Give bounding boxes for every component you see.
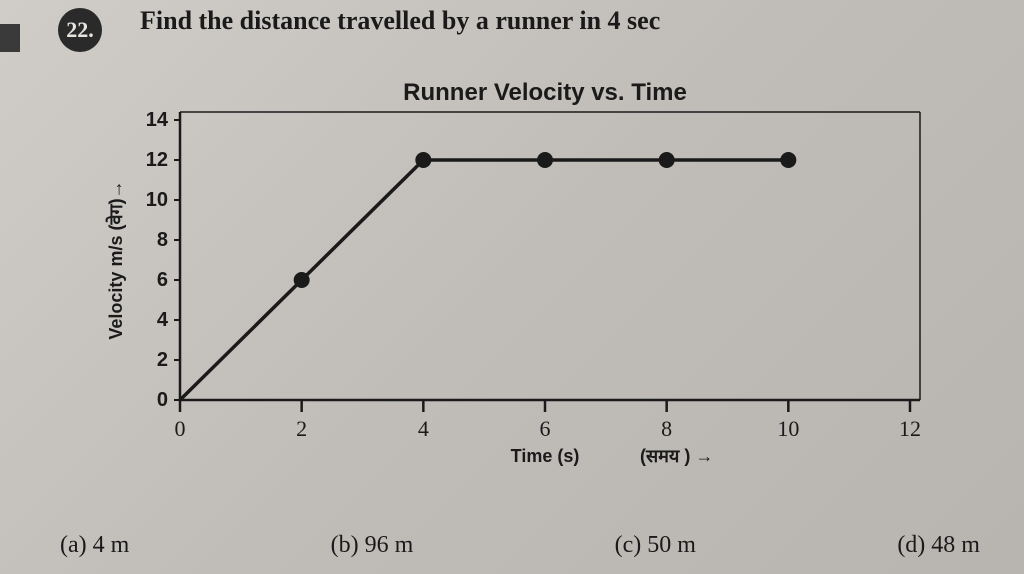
- svg-text:6: 6: [540, 416, 551, 441]
- answer-c: (c) 50 m: [615, 532, 696, 559]
- svg-text:4: 4: [157, 309, 169, 331]
- svg-text:14: 14: [146, 109, 169, 131]
- svg-text:6: 6: [157, 269, 168, 291]
- svg-text:12: 12: [899, 416, 921, 441]
- svg-text:10: 10: [777, 416, 799, 441]
- svg-text:4: 4: [418, 416, 429, 441]
- svg-text:2: 2: [157, 349, 168, 371]
- svg-text:0: 0: [175, 416, 186, 441]
- svg-text:10: 10: [146, 189, 168, 211]
- left-margin-tab: [0, 24, 20, 52]
- svg-text:Time (s): Time (s): [511, 446, 580, 466]
- answer-d: (d) 48 m: [897, 532, 980, 559]
- answer-b: (b) 96 m: [331, 532, 414, 559]
- question-text: Find the distance travelled by a runner …: [140, 6, 660, 36]
- svg-text:Velocity m/s (वेग)→: Velocity m/s (वेग)→: [105, 180, 126, 339]
- svg-text:Runner Velocity vs. Time: Runner Velocity vs. Time: [403, 79, 687, 106]
- svg-text:2: 2: [296, 416, 307, 441]
- svg-text:8: 8: [157, 229, 168, 251]
- velocity-time-chart: Runner Velocity vs. Time 0 2 4 6 8 10 12 14 0 2 4 6 8…: [90, 70, 930, 470]
- svg-text:12: 12: [146, 149, 168, 171]
- svg-text:8: 8: [661, 416, 672, 441]
- svg-text:0: 0: [157, 389, 168, 411]
- chart-svg: Runner Velocity vs. Time 0 2 4 6 8 10 12 14 0 2 4 6 8…: [90, 70, 930, 470]
- answer-options: (a) 4 m (b) 96 m (c) 50 m (d) 48 m: [60, 532, 980, 559]
- question-number-badge: 22.: [58, 8, 102, 52]
- answer-a: (a) 4 m: [60, 532, 129, 559]
- svg-text:(समय ) →: (समय ) →: [640, 446, 713, 466]
- question-number: 22.: [66, 17, 94, 43]
